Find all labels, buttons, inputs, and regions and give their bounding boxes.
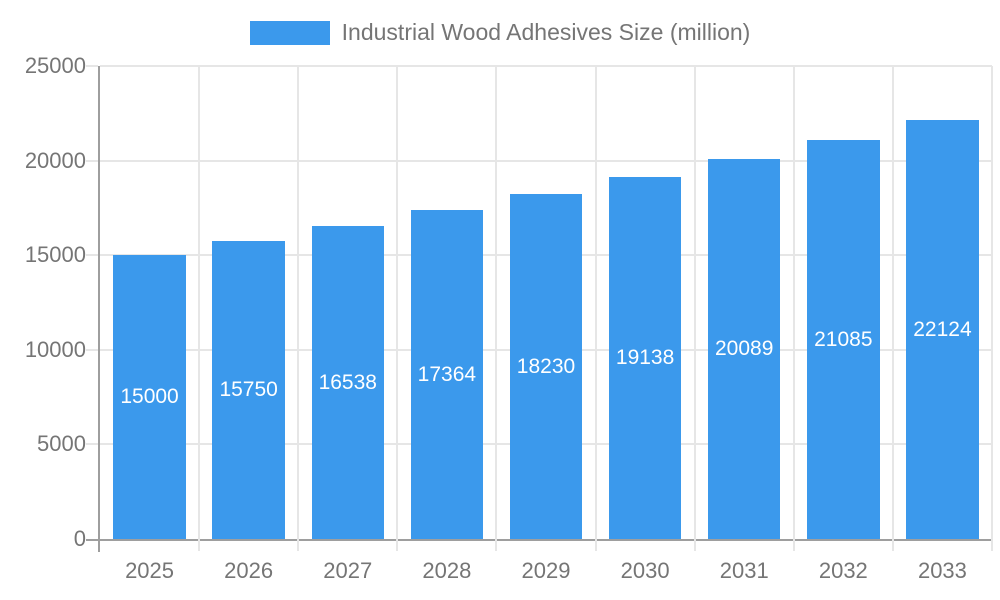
y-axis-labels: 0 5000 10000 15000 20000 25000	[0, 54, 86, 551]
y-tick-label: 0	[73, 526, 86, 551]
gridline-vertical	[495, 66, 498, 539]
bar[interactable]: 21085	[807, 140, 880, 539]
gridline-vertical	[594, 66, 597, 539]
gridline-vertical	[891, 66, 894, 539]
x-axis-tick	[693, 539, 696, 551]
y-tick-label: 20000	[24, 147, 86, 173]
y-axis-line	[98, 66, 100, 552]
x-tick-label: 2031	[719, 558, 769, 583]
gridline-vertical	[693, 66, 696, 539]
bar-value-label: 17364	[417, 362, 477, 386]
x-axis-tick	[198, 539, 201, 551]
x-axis-tick	[594, 539, 597, 551]
x-tick-label: 2033	[917, 558, 967, 583]
y-tick-label: 5000	[37, 431, 86, 457]
legend-swatch-icon	[249, 20, 330, 45]
x-axis-tick	[792, 539, 795, 551]
gridline-vertical	[991, 66, 993, 539]
bar[interactable]: 18230	[509, 194, 583, 539]
bar-value-label: 18230	[516, 354, 576, 378]
gridline-horizontal	[100, 65, 992, 67]
bar-value-label: 15750	[219, 378, 278, 401]
bar-value-label: 21085	[814, 327, 873, 351]
x-tick-label: 2027	[323, 558, 373, 583]
y-tick-label: 10000	[24, 336, 86, 362]
x-tick-label: 2028	[422, 558, 472, 583]
x-tick-label: 2025	[125, 558, 175, 583]
x-axis-line	[86, 539, 992, 541]
y-tick-label: 15000	[24, 242, 86, 268]
bar-value-label: 20089	[715, 336, 774, 360]
bar[interactable]: 19138	[608, 176, 682, 539]
y-axis-tick	[86, 443, 98, 446]
legend-label: Industrial Wood Adhesives Size (million)	[341, 19, 751, 45]
x-axis-tick	[891, 539, 894, 551]
gridline-vertical	[792, 66, 795, 539]
chart-legend[interactable]: Industrial Wood Adhesives Size (million)	[0, 19, 1000, 46]
y-axis-tick	[86, 65, 98, 67]
bar[interactable]: 22124	[906, 120, 979, 539]
x-tick-label: 2030	[620, 558, 670, 583]
x-tick-label: 2029	[521, 558, 571, 583]
x-axis-tick	[991, 539, 993, 551]
x-axis-tick	[396, 539, 399, 551]
y-axis-tick	[86, 254, 98, 257]
bar[interactable]: 17364	[410, 210, 484, 539]
bar[interactable]: 20089	[708, 158, 781, 539]
gridline-vertical	[297, 66, 300, 539]
y-tick-label: 25000	[24, 53, 86, 78]
gridline-vertical	[198, 66, 201, 539]
x-tick-label: 2026	[224, 558, 274, 583]
bar-value-label: 22124	[913, 317, 972, 341]
y-axis-tick	[86, 159, 98, 162]
x-tick-label: 2032	[818, 558, 868, 583]
bar[interactable]: 15750	[212, 241, 285, 539]
x-axis-tick	[297, 539, 300, 551]
gridline-vertical	[396, 66, 399, 539]
bar[interactable]: 15000	[113, 255, 186, 539]
plot-area: 15000 15750 16538 17364 18230 19138 20089 21085…	[86, 65, 993, 552]
bar-value-label: 15000	[120, 385, 179, 409]
x-axis-tick	[495, 539, 498, 551]
y-axis-tick	[86, 348, 98, 351]
gridline-horizontal	[100, 159, 992, 162]
bar[interactable]: 16538	[311, 226, 384, 539]
bar-value-label: 19138	[615, 345, 675, 369]
bar-value-label: 16538	[318, 370, 377, 394]
x-axis-labels: 2025 2026 2027 2028 2029 2030 2031 2032 2033	[100, 556, 992, 588]
